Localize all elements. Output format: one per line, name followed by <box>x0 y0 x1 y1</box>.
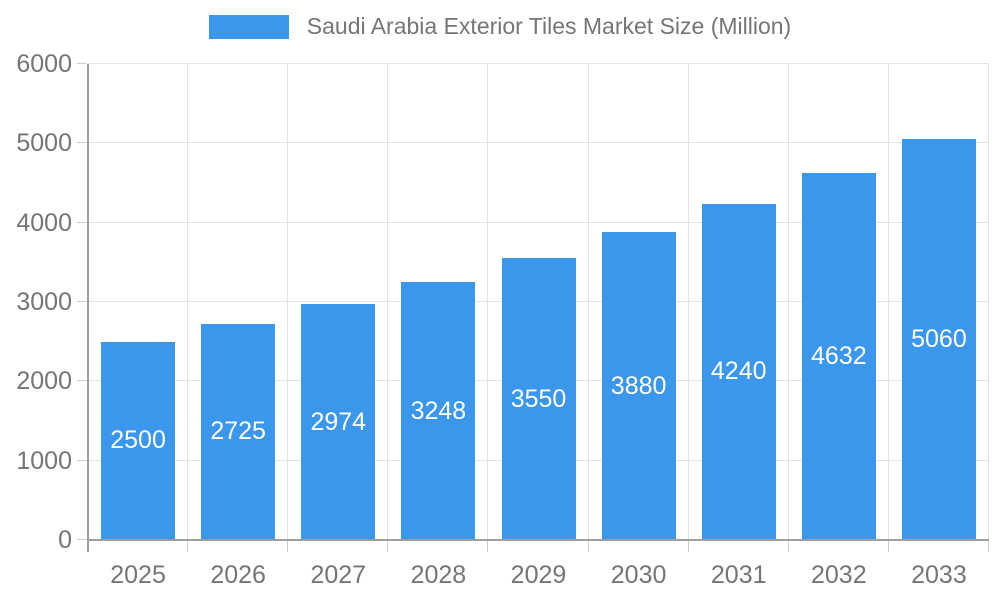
x-axis-tick <box>988 540 989 552</box>
x-axis-tick <box>487 540 489 552</box>
bar: 5060 <box>901 138 976 540</box>
bar-value-label: 3248 <box>410 396 467 425</box>
x-axis-label: 2031 <box>710 561 767 589</box>
x-axis-tick <box>387 540 389 552</box>
y-axis-label: 5000 <box>16 129 72 158</box>
y-gridline <box>88 142 989 144</box>
x-gridline <box>887 64 889 540</box>
legend-swatch <box>208 14 289 39</box>
y-axis-tick <box>77 221 87 223</box>
x-axis-tick <box>787 540 789 552</box>
bar-value-label: 2974 <box>310 407 367 436</box>
bar: 3880 <box>601 232 676 540</box>
x-gridline <box>988 64 989 540</box>
bar-value-label: 3550 <box>510 384 567 413</box>
x-gridline <box>487 64 489 540</box>
x-axis-label: 2026 <box>210 561 266 589</box>
y-axis-label: 3000 <box>16 288 72 316</box>
x-axis-tick <box>187 540 189 552</box>
x-axis-label: 2025 <box>110 561 166 589</box>
bar-value-label: 3880 <box>610 371 667 400</box>
x-gridline <box>387 64 389 540</box>
y-axis-line <box>87 64 89 552</box>
x-axis-label: 2032 <box>811 561 867 589</box>
y-axis-tick <box>77 380 87 382</box>
x-axis-line <box>87 539 989 541</box>
bar: 2500 <box>101 341 176 540</box>
bar: 4632 <box>801 172 876 540</box>
y-axis-label: 2000 <box>16 367 72 396</box>
chart-title: Saudi Arabia Exterior Tiles Market Size … <box>306 13 792 39</box>
y-axis-tick <box>77 142 87 144</box>
bar: 3550 <box>501 258 576 540</box>
y-axis-label: 1000 <box>16 446 72 475</box>
chart-legend: Saudi Arabia Exterior Tiles Market Size … <box>0 13 1000 40</box>
x-axis-tick <box>587 540 589 552</box>
y-axis-tick <box>77 301 87 302</box>
x-gridline <box>287 64 289 540</box>
x-axis-tick <box>687 540 689 552</box>
y-axis-label: 6000 <box>16 50 72 78</box>
x-axis-label: 2028 <box>410 561 467 589</box>
bar-value-label: 4632 <box>811 341 867 370</box>
x-gridline <box>787 64 789 540</box>
x-axis-label: 2027 <box>310 561 367 589</box>
x-axis-tick <box>287 540 289 552</box>
y-gridline <box>88 63 989 64</box>
y-axis-tick <box>77 63 87 64</box>
x-gridline <box>587 64 589 540</box>
x-axis-label: 2029 <box>510 561 567 589</box>
bar-value-label: 2725 <box>210 417 266 446</box>
bar-value-label: 5060 <box>911 324 967 353</box>
bar-value-label: 2500 <box>110 426 166 455</box>
y-axis-tick <box>77 459 87 461</box>
y-axis-label: 0 <box>58 526 72 554</box>
y-gridline <box>88 221 989 223</box>
x-gridline <box>687 64 689 540</box>
bar: 3248 <box>401 282 476 540</box>
x-gridline <box>187 64 189 540</box>
bar: 2725 <box>201 323 276 540</box>
x-axis-label: 2033 <box>911 561 967 589</box>
x-axis-tick <box>887 540 889 552</box>
y-axis-label: 4000 <box>16 208 72 237</box>
bar-value-label: 4240 <box>710 357 767 386</box>
bar: 2974 <box>301 304 376 540</box>
x-axis-label: 2030 <box>610 561 667 589</box>
bar: 4240 <box>701 203 776 540</box>
y-axis-tick <box>77 539 87 540</box>
